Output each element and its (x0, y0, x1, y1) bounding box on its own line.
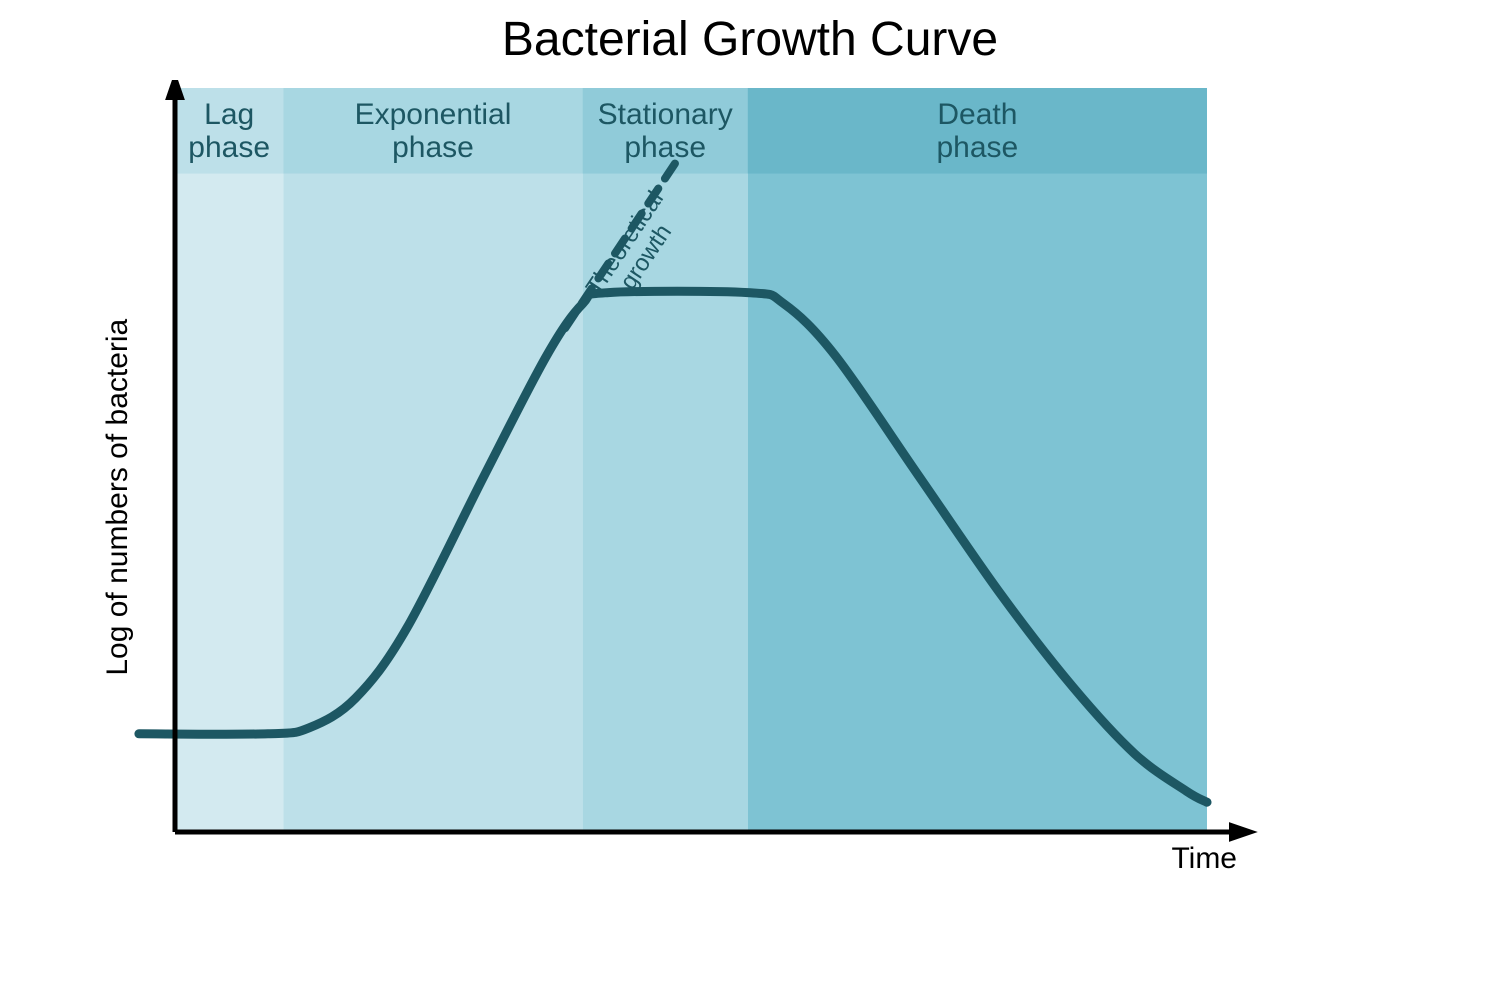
phase-label-death: Deathphase (937, 98, 1019, 164)
x-axis-arrow-icon (1229, 822, 1258, 842)
phase-band-death (748, 88, 1207, 832)
y-axis-label: Log of numbers of bacteria (101, 318, 134, 675)
svg-text:Log of numbers of bacteria: Log of numbers of bacteria (101, 318, 134, 675)
chart-title: Bacterial Growth Curve (0, 12, 1500, 67)
x-axis-label: Time (1171, 842, 1237, 870)
phase-band-lag (175, 88, 283, 832)
growth-curve-chart: LagphaseExponentialphaseStationaryphaseD… (95, 80, 1265, 870)
